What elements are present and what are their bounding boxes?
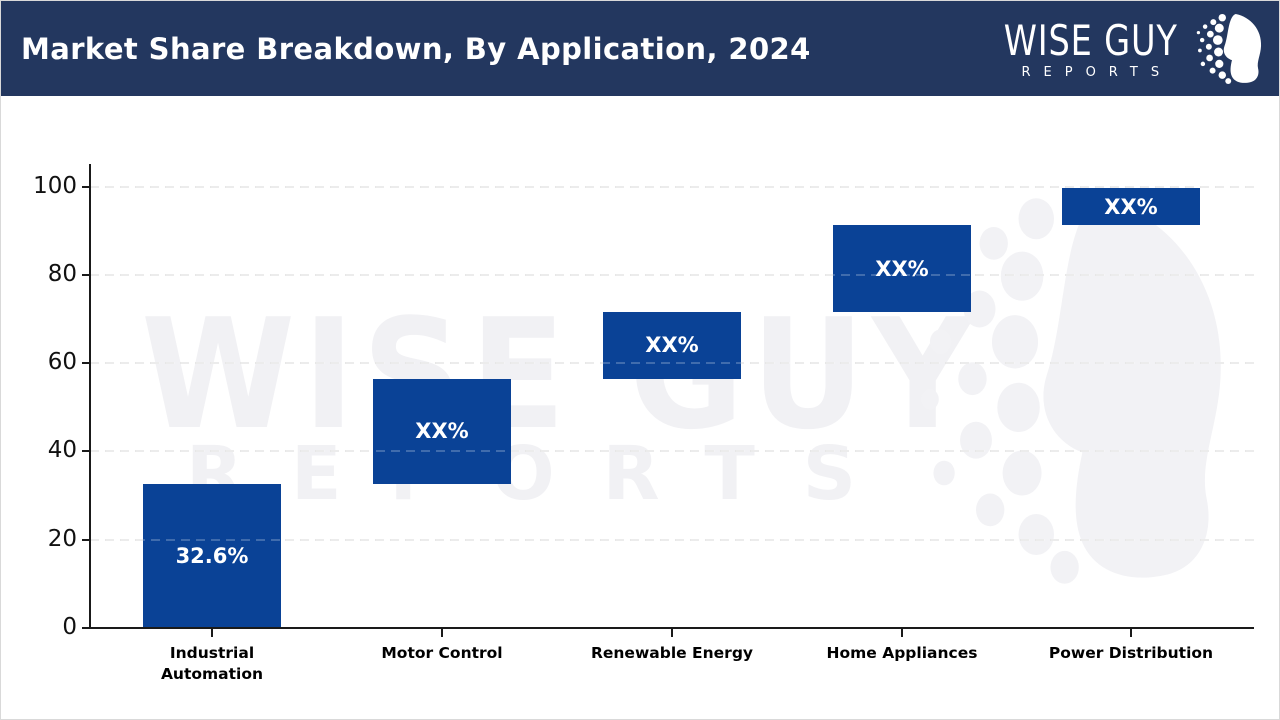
logo-brand-text: WISE GUY	[1003, 15, 1178, 65]
x-tick-mark-industrial-automation	[211, 629, 213, 637]
bar-value-label-home-appliances: XX%	[875, 256, 929, 281]
brand-logo-text: WISE GUY REPORTS	[982, 15, 1199, 80]
y-tick-label-100: 100	[33, 172, 77, 199]
y-tick-mark-0	[82, 627, 90, 629]
x-tick-mark-renewable-energy	[671, 629, 673, 637]
gridline-overlay-100	[91, 185, 1254, 188]
category-label-industrial-automation: Industrial Automation	[160, 644, 264, 683]
y-tick-mark-100	[82, 185, 90, 188]
bar-renewable-energy: XX%	[603, 311, 741, 379]
gridline-overlay-60	[91, 362, 1254, 365]
y-tick-mark-20	[82, 538, 90, 541]
x-axis	[89, 627, 1254, 629]
y-tick-mark-40	[82, 450, 90, 453]
bar-value-label-power-distribution: XX%	[1104, 194, 1158, 219]
gridline-overlay-20	[91, 538, 1254, 541]
y-tick-mark-60	[82, 362, 90, 365]
gridline-80	[90, 273, 1254, 276]
category-label-power-distribution: Power Distribution	[1048, 644, 1214, 662]
bar-value-label-motor-control: XX%	[415, 419, 469, 444]
category-label-renewable-energy: Renewable Energy	[590, 644, 754, 662]
y-tick-label-80: 80	[47, 260, 77, 287]
gridline-overlay-80	[91, 273, 1254, 276]
y-axis	[89, 164, 91, 629]
x-tick-mark-motor-control	[441, 629, 443, 637]
page-title: Market Share Breakdown, By Application, …	[21, 31, 811, 66]
bar-value-label-renewable-energy: XX%	[645, 333, 699, 358]
brand-logo: WISE GUY REPORTS	[982, 5, 1267, 93]
y-tick-mark-80	[82, 273, 90, 276]
y-tick-label-40: 40	[47, 437, 77, 464]
watermark-brand-text: WISE GUY	[141, 286, 981, 463]
category-label-home-appliances: Home Appliances	[826, 644, 978, 662]
category-label-motor-control: Motor Control	[381, 644, 503, 662]
gridline-100	[90, 185, 1254, 188]
logo-reports-text: REPORTS	[1021, 64, 1173, 80]
bar-motor-control: XX%	[373, 378, 511, 485]
gridline-overlay-40	[91, 450, 1254, 453]
y-tick-label-60: 60	[47, 349, 77, 376]
y-tick-label-0: 0	[62, 614, 77, 640]
bar-industrial-automation: 32.6%	[143, 484, 281, 628]
bar-value-label-industrial-automation: 32.6%	[175, 544, 249, 569]
header-banner: Market Share Breakdown, By Application, …	[1, 1, 1279, 96]
watermark-reports-text: REPORTS	[186, 431, 905, 517]
bar-home-appliances: XX%	[833, 225, 971, 312]
x-tick-mark-power-distribution	[1130, 629, 1132, 637]
gridline-40	[90, 450, 1254, 453]
logo-head-icon	[1196, 13, 1262, 85]
y-tick-label-20: 20	[47, 525, 77, 552]
gridline-20	[90, 538, 1254, 541]
x-tick-mark-home-appliances	[901, 629, 903, 637]
bar-power-distribution: XX%	[1062, 188, 1200, 226]
